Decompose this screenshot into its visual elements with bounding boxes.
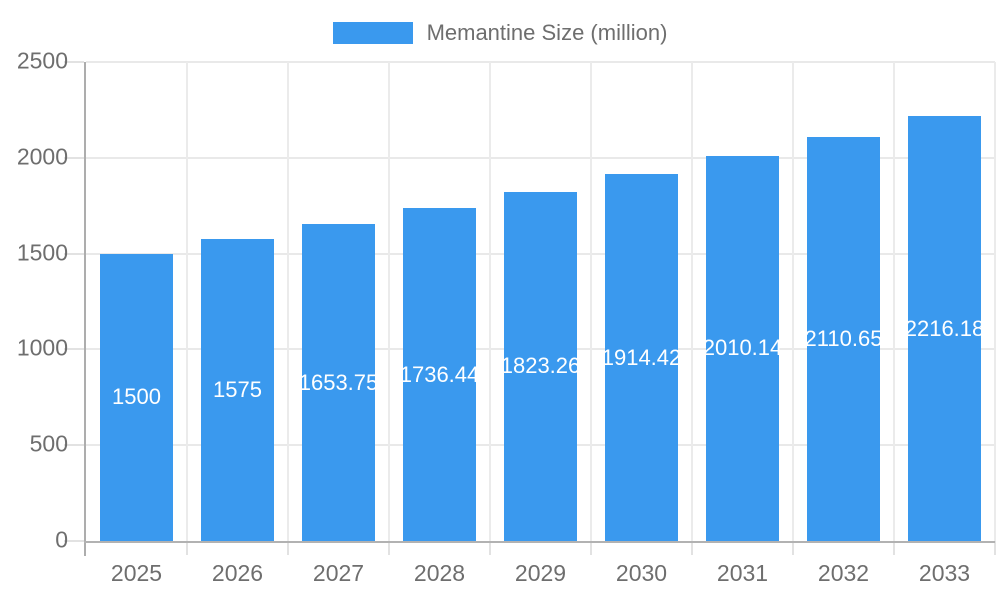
- legend-swatch[interactable]: [332, 22, 413, 44]
- y-tick-mark: [64, 252, 84, 255]
- bar-value-label: 2110.65: [804, 325, 883, 351]
- y-tick-label: 2000: [16, 143, 68, 170]
- x-tick-mark: [590, 541, 592, 555]
- x-tick-mark: [186, 541, 188, 555]
- x-tick-label: 2032: [817, 560, 870, 586]
- v-gridline: [994, 62, 996, 541]
- x-tick-label: 2031: [716, 560, 769, 586]
- bar-value-label: 2010.14: [702, 335, 783, 361]
- legend: Memantine Size (million): [0, 20, 1000, 46]
- y-tick-mark: [64, 61, 84, 63]
- y-tick-label: 0: [55, 526, 68, 553]
- bar: 1736.44: [400, 208, 479, 541]
- x-tick-label: 2028: [413, 560, 466, 586]
- x-tick-label: 2029: [514, 560, 567, 586]
- bar-value-label: 1736.44: [399, 361, 480, 387]
- bar-value-label: 1575: [213, 377, 262, 403]
- y-tick-mark: [64, 540, 84, 542]
- v-gridline: [893, 62, 895, 541]
- bar: 1653.75: [299, 224, 378, 541]
- v-gridline: [691, 62, 693, 541]
- bar: 2010.14: [703, 155, 782, 541]
- plot-area: 1500 1575 1653.75 1736.44 1823.26 1914.42 2010…: [17, 47, 996, 586]
- bar: 2216.18: [905, 116, 984, 541]
- x-tick-label: 2027: [312, 560, 365, 586]
- x-tick-label: 2025: [110, 560, 163, 586]
- x-tick-mark: [287, 541, 289, 555]
- v-gridline: [186, 62, 188, 541]
- bar-value-label: 1823.26: [500, 353, 581, 379]
- y-tick-label: 1500: [16, 239, 68, 266]
- y-tick-mark: [64, 444, 84, 447]
- bar-value-label: 1914.42: [601, 344, 682, 370]
- y-tick-mark: [64, 348, 84, 351]
- x-axis-line: [84, 541, 995, 543]
- x-tick-mark: [489, 541, 491, 555]
- x-tick-mark: [792, 541, 794, 555]
- y-tick-label: 500: [29, 430, 68, 457]
- v-gridline: [590, 62, 592, 541]
- h-gridline: [86, 61, 995, 63]
- bar: 1575: [201, 239, 274, 541]
- v-gridline: [489, 62, 491, 541]
- v-gridline: [388, 62, 390, 541]
- h-gridline: [86, 156, 995, 159]
- bar: 1823.26: [501, 191, 580, 541]
- legend-label[interactable]: Memantine Size (million): [426, 20, 668, 45]
- bar-value-label: 2216.18: [904, 315, 985, 341]
- y-axis-line: [84, 62, 86, 556]
- x-tick-label: 2026: [211, 560, 264, 586]
- x-tick-mark: [691, 541, 693, 555]
- x-tick-label: 2030: [615, 560, 668, 586]
- v-gridline: [792, 62, 794, 541]
- bar: 2110.65: [804, 136, 883, 541]
- x-tick-mark: [893, 541, 895, 555]
- bar: 1914.42: [602, 174, 681, 541]
- y-tick-label: 2500: [16, 47, 68, 74]
- bar: 1500: [100, 253, 173, 541]
- x-tick-mark: [388, 541, 390, 555]
- v-gridline: [287, 62, 289, 541]
- y-tick-label: 1000: [16, 334, 68, 361]
- bar-value-label: 1653.75: [298, 369, 379, 395]
- y-tick-mark: [64, 156, 84, 159]
- bar-value-label: 1500: [112, 384, 161, 410]
- x-tick-mark: [994, 541, 996, 555]
- x-tick-label: 2033: [918, 560, 971, 586]
